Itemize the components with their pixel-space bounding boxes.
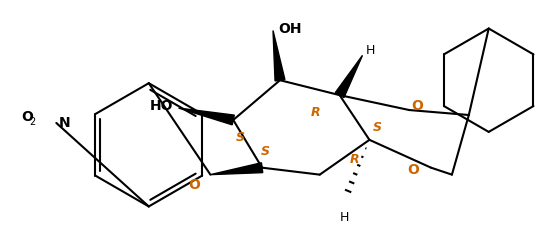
Text: S: S: [236, 131, 245, 144]
Text: O: O: [21, 110, 34, 124]
Text: O: O: [188, 178, 201, 191]
Text: O: O: [407, 163, 419, 177]
Text: S: S: [373, 122, 382, 134]
Text: H: H: [365, 44, 375, 57]
Text: R: R: [350, 153, 359, 166]
Text: N: N: [58, 116, 70, 130]
Text: S: S: [261, 145, 269, 158]
Text: O: O: [411, 99, 423, 113]
Text: HO: HO: [150, 99, 174, 113]
Text: OH: OH: [278, 21, 301, 36]
Text: 2: 2: [30, 117, 36, 127]
Polygon shape: [179, 108, 234, 125]
Polygon shape: [273, 30, 285, 81]
Polygon shape: [336, 55, 363, 98]
Polygon shape: [210, 163, 263, 175]
Text: R: R: [311, 106, 321, 119]
Text: H: H: [340, 211, 349, 225]
